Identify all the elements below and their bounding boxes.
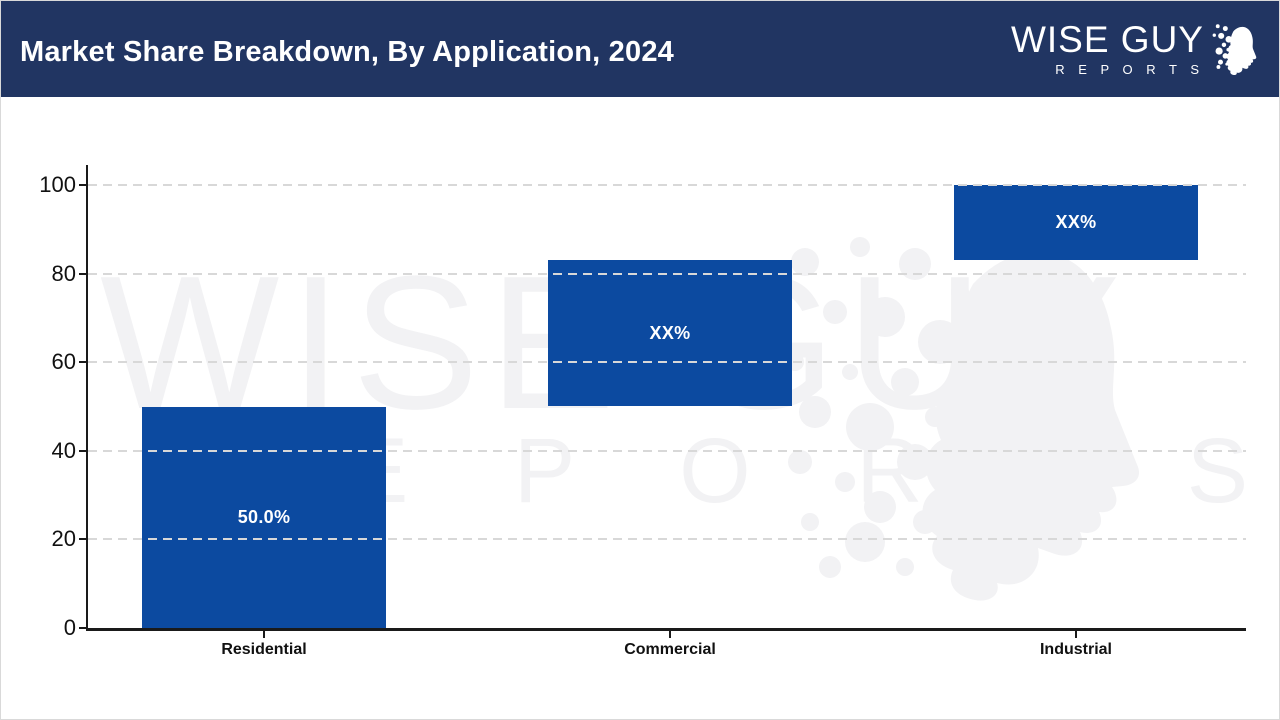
bar-value-label: XX% (649, 322, 691, 343)
gridline-80 (88, 272, 1246, 275)
y-tick-mark (79, 361, 87, 364)
gridline-100 (88, 184, 1246, 186)
gridline-60 (88, 361, 1246, 364)
bar-residential: 50.0% (142, 406, 386, 628)
y-tick-label: 20 (51, 526, 76, 552)
y-tick-label: 80 (51, 260, 76, 286)
y-tick-label: 40 (51, 437, 76, 463)
x-tick-label-residential: Residential (221, 641, 307, 658)
x-tick-mark (1075, 631, 1077, 638)
page-title: Market Share Breakdown, By Application, … (20, 36, 674, 68)
y-tick-mark (79, 538, 87, 541)
bar-value-label: XX% (1055, 212, 1097, 233)
header: Market Share Breakdown, By Application, … (0, 0, 1280, 97)
bar-commercial: XX% (548, 260, 792, 407)
bar-value-label: 50.0% (237, 506, 291, 527)
y-tick-label: 100 (39, 172, 76, 197)
x-tick-label-commercial: Commercial (624, 641, 716, 658)
watermark-face-icon (786, 237, 1140, 601)
x-tick-mark (263, 631, 265, 638)
y-tick-mark (79, 449, 87, 452)
x-tick-label-industrial: Industrial (1039, 641, 1112, 658)
x-axis-line (86, 628, 1246, 631)
y-tick-label: 0 (63, 615, 76, 640)
y-tick-mark (79, 184, 87, 186)
gridline-20 (88, 538, 1246, 541)
logo-subtext: R E P O R T S (1055, 62, 1204, 77)
logo-wordmark: WISE GUY (1010, 19, 1204, 60)
y-tick-label: 60 (51, 349, 76, 375)
wiseguy-face-icon (1212, 24, 1257, 76)
bar-industrial: XX% (954, 185, 1198, 261)
wiseguy-logo: WISE GUY R E P O R T S (1011, 6, 1264, 92)
y-tick-mark (79, 627, 87, 629)
gridline-40 (88, 449, 1246, 452)
x-tick-mark (669, 631, 671, 638)
y-axis-line (86, 165, 88, 630)
y-tick-mark (79, 272, 87, 275)
logo-text: WISE GUY R E P O R T S (1011, 21, 1204, 77)
